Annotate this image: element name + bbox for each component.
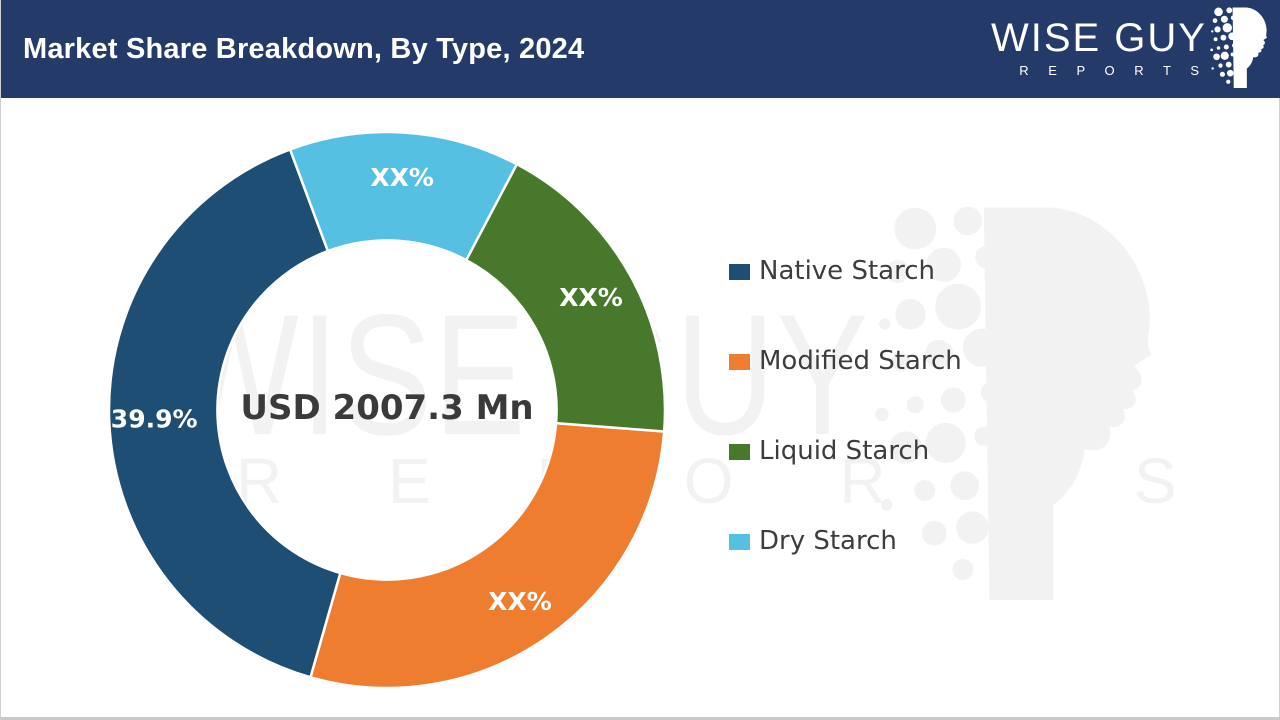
legend-item-modified-starch: Modified Starch: [729, 348, 962, 375]
segment-percent-label: XX%: [559, 283, 623, 312]
dot: [1214, 26, 1221, 33]
dot: [1220, 34, 1227, 41]
legend-label: Modified Starch: [759, 346, 962, 376]
donut-chart: 39.9% XX% XX% XX%: [107, 130, 667, 690]
legend-label: Liquid Starch: [759, 436, 930, 466]
dot: [1225, 61, 1232, 68]
dot: [1219, 71, 1225, 77]
chart-center-value: USD 2007.3 Mn: [240, 388, 534, 428]
dot: [886, 260, 910, 283]
legend-swatch-native-starch: [729, 263, 750, 280]
dot: [950, 471, 980, 500]
dot: [953, 206, 982, 236]
logo-subtext: R E P O R T S: [1019, 63, 1207, 78]
legend-swatch-dry-starch: [729, 533, 750, 550]
dot: [1213, 53, 1220, 61]
donut-segment-native-starch: [107, 148, 342, 679]
dot: [1214, 7, 1223, 17]
legend-label: Dry Starch: [759, 526, 897, 556]
donut-segment-liquid-starch: [464, 162, 667, 433]
dot: [891, 352, 911, 372]
brand-logo: WISE GUY R E P O R T S: [991, 6, 1271, 88]
dot: [1211, 30, 1214, 33]
face-profile: [983, 207, 1152, 600]
dot: [889, 431, 922, 464]
page-title: Market Share Breakdown, By Type, 2024: [23, 32, 585, 65]
dot: [880, 499, 893, 511]
legend-item-dry-starch: Dry Starch: [729, 528, 962, 555]
dot: [1218, 63, 1223, 68]
dot: [924, 340, 954, 369]
donut-segment-modified-starch: [309, 421, 666, 690]
page-bottom-edge: [1, 717, 1280, 720]
dot: [875, 407, 889, 421]
dot: [1213, 37, 1218, 42]
segment-percent-label: XX%: [370, 163, 434, 192]
legend-swatch-liquid-starch: [729, 443, 750, 460]
dot: [925, 422, 966, 463]
legend-label: Native Starch: [759, 256, 935, 286]
logo-wordmark: WISE GUY: [990, 16, 1207, 60]
dot: [1211, 67, 1214, 70]
legend-item-liquid-starch: Liquid Starch: [729, 438, 962, 465]
logo-face-icon: [1210, 7, 1267, 88]
dot: [940, 387, 966, 413]
dot: [1223, 44, 1229, 50]
dot: [1220, 51, 1229, 60]
dot: [914, 480, 936, 501]
dot: [906, 396, 924, 414]
dot: [1222, 23, 1232, 33]
segment-percent-label: 39.9%: [111, 405, 198, 434]
dot: [895, 299, 926, 330]
dot: [935, 283, 981, 330]
dot: [1226, 79, 1231, 84]
dot: [1210, 48, 1214, 52]
dot: [1220, 15, 1228, 23]
chart-legend: Native Starch Modified Starch Liquid Sta…: [729, 258, 962, 618]
header-bar: Market Share Breakdown, By Type, 2024 WI…: [1, 0, 1280, 98]
segment-percent-label: XX%: [488, 587, 552, 616]
dot: [1226, 69, 1234, 77]
dot: [894, 207, 937, 250]
dot: [1226, 7, 1233, 14]
dot: [879, 318, 891, 330]
dot: [952, 559, 974, 580]
dot: [1216, 46, 1221, 50]
donut-segment-dry-starch: [288, 130, 519, 262]
dot: [956, 511, 989, 544]
dot: [926, 247, 961, 282]
watermark-wordmark: WISE GUY: [169, 279, 870, 471]
face-profile: [1232, 7, 1267, 88]
dot: [1212, 18, 1218, 23]
legend-swatch-modified-starch: [729, 353, 750, 370]
legend-item-native-starch: Native Starch: [729, 258, 962, 285]
dot: [921, 520, 947, 546]
watermark-face-icon: [875, 206, 1152, 600]
